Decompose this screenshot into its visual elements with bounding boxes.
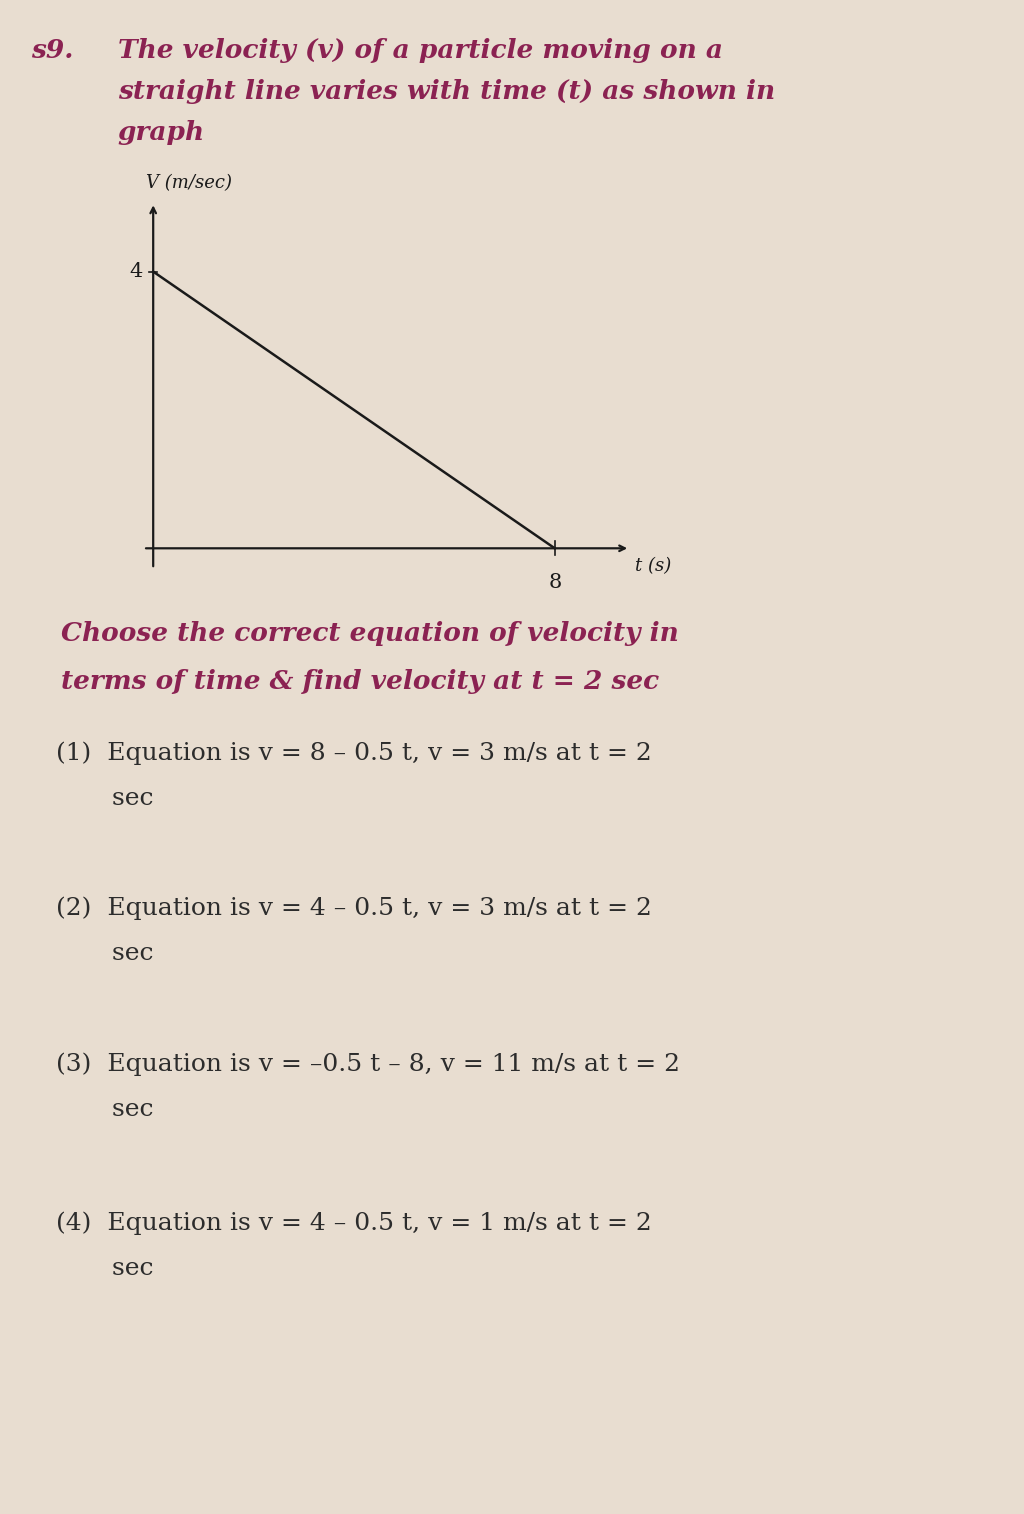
Text: (1)  Equation is v = 8 – 0.5 t, v = 3 m/s at t = 2: (1) Equation is v = 8 – 0.5 t, v = 3 m/s… bbox=[56, 742, 652, 766]
Text: 4: 4 bbox=[129, 262, 142, 282]
Text: (3)  Equation is v = –0.5 t – 8, v = 11 m/s at t = 2: (3) Equation is v = –0.5 t – 8, v = 11 m… bbox=[56, 1052, 680, 1076]
Text: The velocity (v) of a particle moving on a: The velocity (v) of a particle moving on… bbox=[118, 38, 723, 64]
Text: sec: sec bbox=[56, 1257, 154, 1279]
Text: sec: sec bbox=[56, 942, 154, 964]
Text: Choose the correct equation of velocity in: Choose the correct equation of velocity … bbox=[61, 621, 679, 646]
Text: 8: 8 bbox=[548, 572, 561, 592]
Text: sec: sec bbox=[56, 1098, 154, 1120]
Text: V (m/sec): V (m/sec) bbox=[145, 174, 231, 192]
Text: t (s): t (s) bbox=[635, 557, 672, 575]
Text: terms of time & find velocity at t = 2 sec: terms of time & find velocity at t = 2 s… bbox=[61, 669, 659, 695]
Text: sec: sec bbox=[56, 787, 154, 810]
Text: straight line varies with time (t) as shown in: straight line varies with time (t) as sh… bbox=[118, 79, 775, 104]
Text: (4)  Equation is v = 4 – 0.5 t, v = 1 m/s at t = 2: (4) Equation is v = 4 – 0.5 t, v = 1 m/s… bbox=[56, 1211, 652, 1235]
Text: s9.: s9. bbox=[31, 38, 73, 64]
Text: (2)  Equation is v = 4 – 0.5 t, v = 3 m/s at t = 2: (2) Equation is v = 4 – 0.5 t, v = 3 m/s… bbox=[56, 896, 652, 921]
Text: graph: graph bbox=[118, 120, 205, 145]
